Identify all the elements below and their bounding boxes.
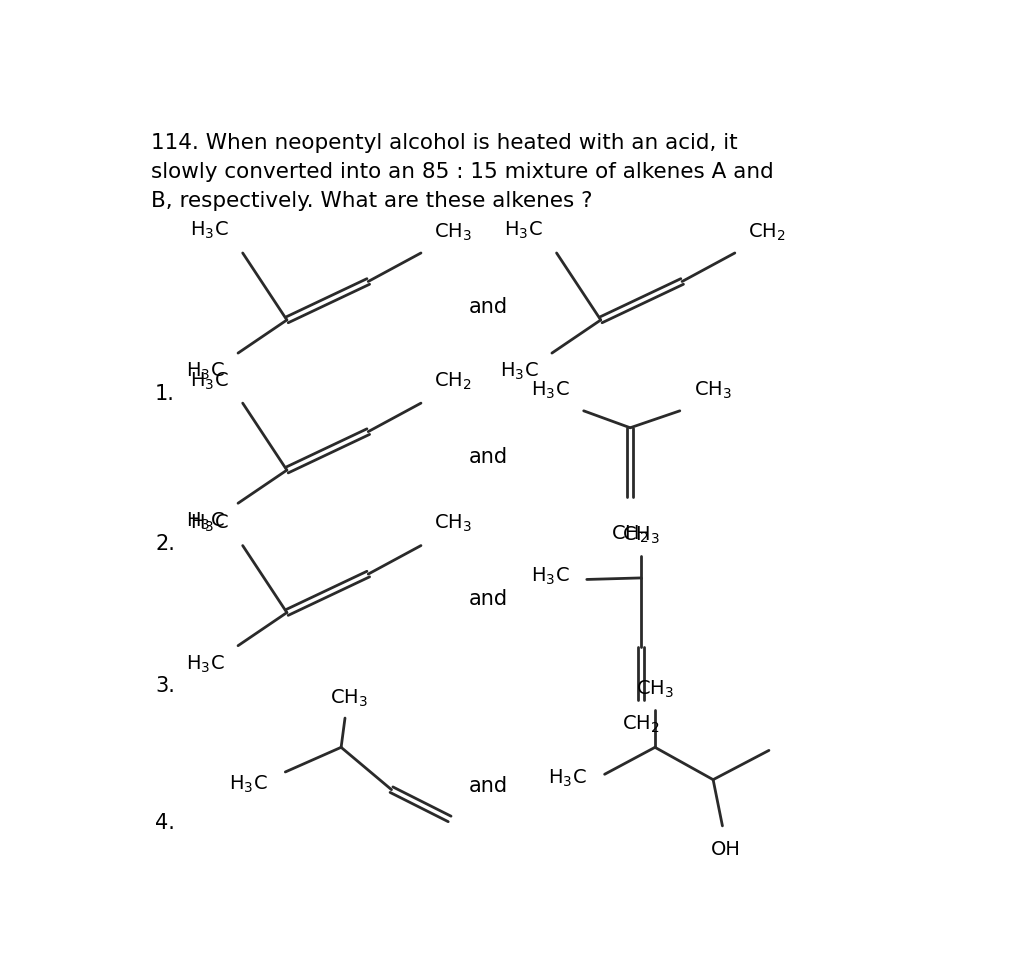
Text: $\mathregular{H_3C}$: $\mathregular{H_3C}$ <box>531 380 569 401</box>
Text: $\mathregular{H_3C}$: $\mathregular{H_3C}$ <box>190 513 228 534</box>
Text: $\mathregular{H_3C}$: $\mathregular{H_3C}$ <box>500 360 539 383</box>
Text: $\mathregular{CH_2}$: $\mathregular{CH_2}$ <box>748 221 785 243</box>
Text: B, respectively. What are these alkenes ?: B, respectively. What are these alkenes … <box>152 191 593 212</box>
Text: and: and <box>469 297 508 317</box>
Text: $\mathregular{CH_3}$: $\mathregular{CH_3}$ <box>693 380 732 401</box>
Text: 4.: 4. <box>155 812 175 833</box>
Text: $\mathregular{H_3C}$: $\mathregular{H_3C}$ <box>186 511 225 532</box>
Text: $\mathregular{H_3C}$: $\mathregular{H_3C}$ <box>228 774 267 795</box>
Text: $\mathregular{CH_2}$: $\mathregular{CH_2}$ <box>611 524 649 546</box>
Text: $\mathregular{H_3C}$: $\mathregular{H_3C}$ <box>186 360 225 383</box>
Text: and: and <box>469 589 508 610</box>
Text: $\mathregular{CH_3}$: $\mathregular{CH_3}$ <box>434 221 472 243</box>
Text: $\mathregular{H_3C}$: $\mathregular{H_3C}$ <box>531 566 569 587</box>
Text: and: and <box>469 447 508 467</box>
Text: $\mathregular{H_3C}$: $\mathregular{H_3C}$ <box>190 370 228 391</box>
Text: $\mathregular{CH_3}$: $\mathregular{CH_3}$ <box>434 513 472 534</box>
Text: OH: OH <box>712 839 741 859</box>
Text: $\mathregular{CH_3}$: $\mathregular{CH_3}$ <box>636 678 674 699</box>
Text: $\mathregular{CH_2}$: $\mathregular{CH_2}$ <box>623 714 659 735</box>
Text: $\mathregular{H_3C}$: $\mathregular{H_3C}$ <box>548 767 587 789</box>
Text: 3.: 3. <box>155 676 175 696</box>
Text: 114. When neopentyl alcohol is heated with an acid, it: 114. When neopentyl alcohol is heated wi… <box>152 133 738 153</box>
Text: slowly converted into an 85 : 15 mixture of alkenes A and: slowly converted into an 85 : 15 mixture… <box>152 162 774 183</box>
Text: 1.: 1. <box>155 384 175 404</box>
Text: and: and <box>469 776 508 796</box>
Text: 2.: 2. <box>155 534 175 554</box>
Text: $\mathregular{CH_2}$: $\mathregular{CH_2}$ <box>434 370 472 391</box>
Text: $\mathregular{H_3C}$: $\mathregular{H_3C}$ <box>186 653 225 674</box>
Text: $\mathregular{H_3C}$: $\mathregular{H_3C}$ <box>504 220 543 242</box>
Text: $\mathregular{CH_3}$: $\mathregular{CH_3}$ <box>330 688 368 709</box>
Text: $\mathregular{H_3C}$: $\mathregular{H_3C}$ <box>190 220 228 242</box>
Text: $\mathregular{CH_3}$: $\mathregular{CH_3}$ <box>622 525 660 546</box>
